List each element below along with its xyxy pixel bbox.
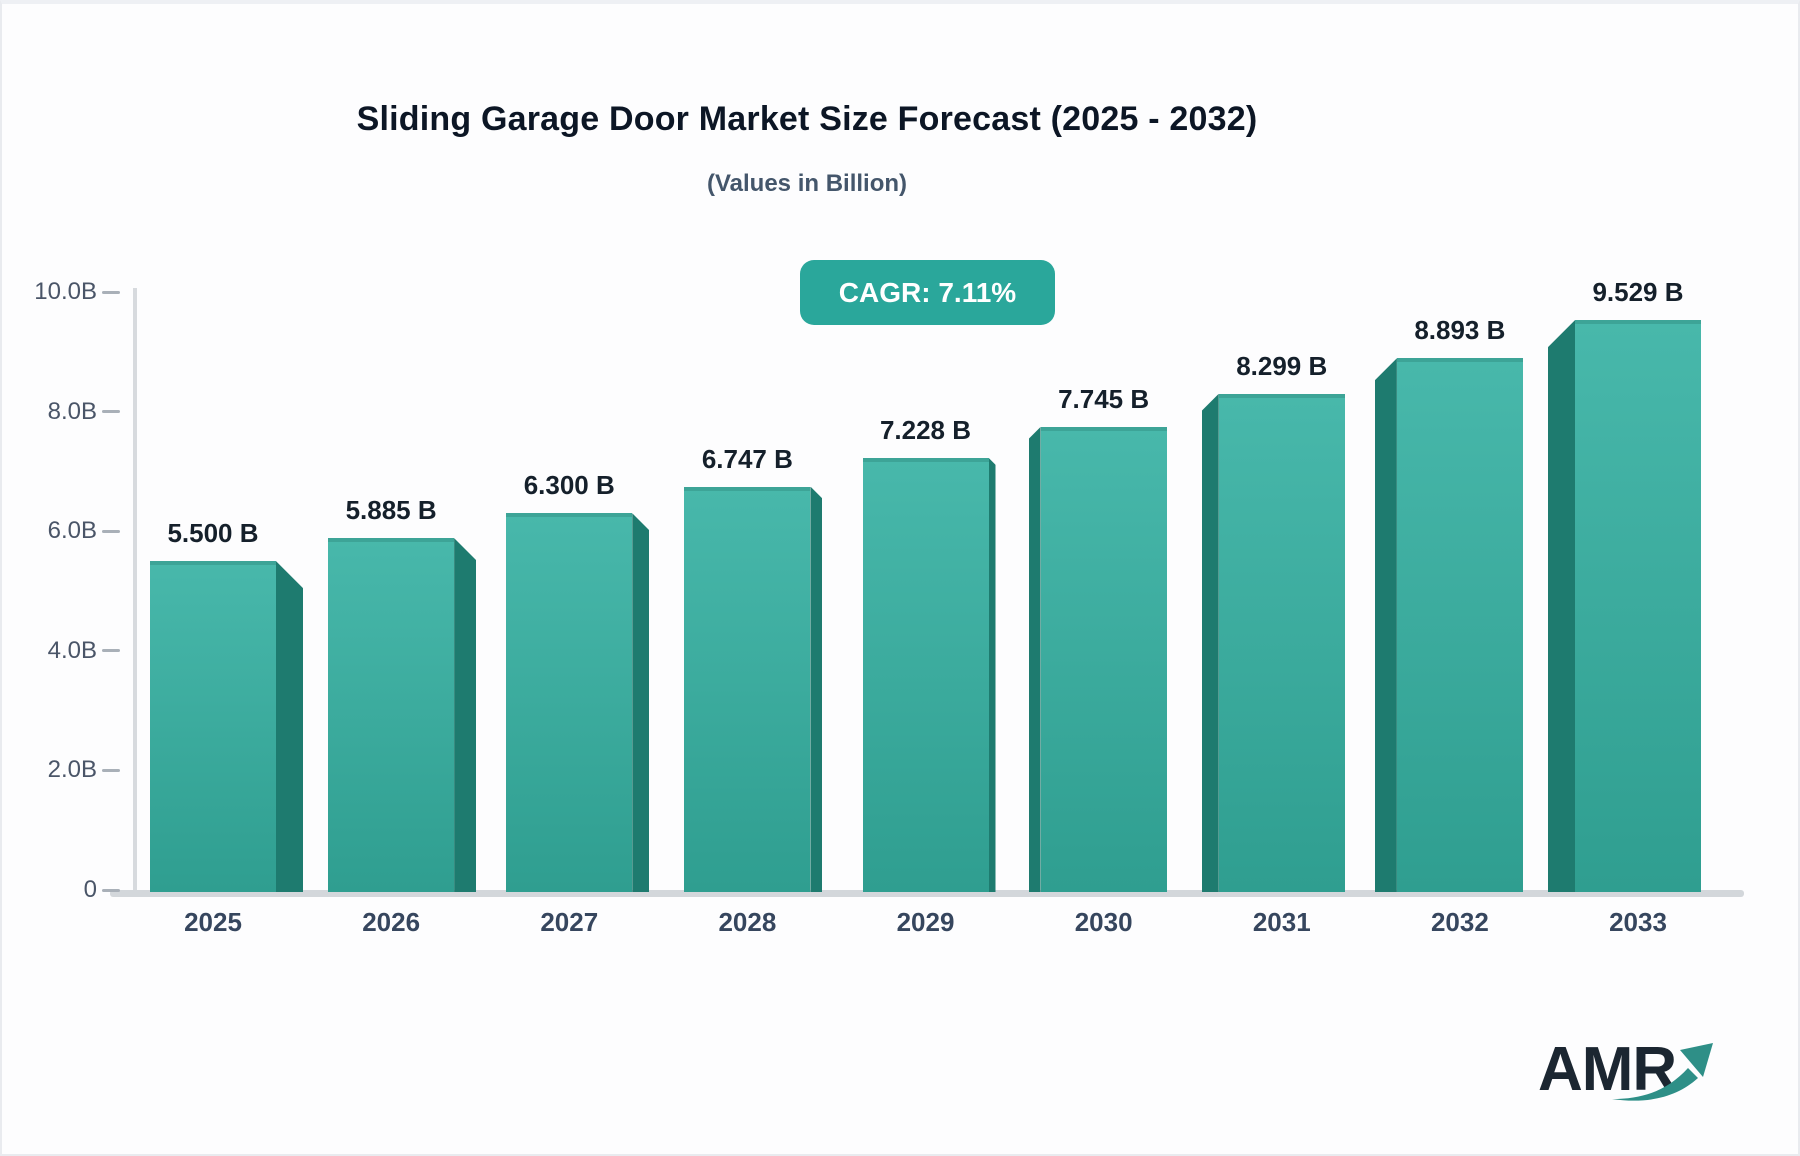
bar-value-label: 9.529 B [1592,277,1684,308]
bar-value-label: 8.299 B [1236,350,1328,381]
y-tick-dash [102,290,120,294]
bar-value-label: 5.885 B [345,495,437,526]
x-tick-label: 2025 [184,907,242,937]
bar-value-label: 8.893 B [1414,315,1506,346]
bar-face [862,457,989,892]
y-tick-label: 4.0B [47,636,97,664]
x-tick-label: 2028 [718,907,777,937]
bar-value-label: 7.228 B [879,414,972,445]
bar-face [150,561,276,892]
bar-side-panel [1374,358,1397,892]
bar-side-panel [632,513,650,892]
bar-face [1218,393,1345,892]
y-tick-dash [102,768,120,772]
x-tick-label: 2031 [1252,907,1311,937]
y-tick-label: 10.0B [34,278,97,305]
y-tick-dash [102,649,120,653]
bar-face [1040,426,1167,892]
x-tick-label: 2033 [1609,907,1667,937]
cagr-badge: CAGR: 7.11% [800,260,1055,325]
bar-top-edge [1396,358,1523,363]
bar-face [684,486,811,892]
bar-top-edge [1575,320,1701,325]
bar-side-panel [454,538,477,892]
amr-logo: AMR [1522,1034,1722,1124]
bar-side-panel [1548,320,1575,892]
x-tick-label: 2029 [896,907,955,937]
bar-top-edge [684,486,811,491]
bar-value-label: 5.500 B [167,518,259,549]
bar-side-panel [1201,393,1219,892]
bar-top-edge [862,457,989,462]
bar-face [1575,320,1701,892]
x-tick-label: 2027 [540,907,599,937]
bar-top-edge [328,538,455,543]
bar-face [328,538,455,892]
y-tick-dash [102,410,120,414]
bar-side-panel [988,457,996,892]
bar-side-panel [276,561,303,892]
bar-side-panel [1028,426,1041,892]
y-tick-label: 8.0B [47,397,97,425]
y-tick-label: 6.0B [47,517,97,545]
bar-value-label: 6.300 B [523,470,615,501]
y-tick-dash [102,888,120,892]
bar-top-edge [150,561,276,566]
y-tick-label: 2.0B [47,756,97,784]
bar-top-edge [1218,393,1345,398]
x-axis-baseline [110,890,1744,897]
bar-value-label: 6.747 B [701,443,793,474]
y-tick-dash [102,529,120,533]
chart-subtitle: (Values in Billion) [706,170,908,197]
x-tick-label: 2026 [362,907,421,937]
y-tick-label: 0 [83,876,97,903]
bar-face [1396,358,1523,892]
bar-top-edge [1040,426,1167,431]
bar-top-edge [506,513,633,518]
bar-value-label: 7.745 B [1058,383,1150,414]
x-tick-label: 2030 [1074,907,1133,937]
growth-arrow-icon [1612,1043,1713,1101]
bar-face [506,513,633,892]
x-tick-label: 2032 [1430,907,1489,937]
y-axis-line [133,288,137,897]
bar-side-panel [810,486,823,892]
chart-title: Sliding Garage Door Market Size Forecast… [356,100,1258,138]
